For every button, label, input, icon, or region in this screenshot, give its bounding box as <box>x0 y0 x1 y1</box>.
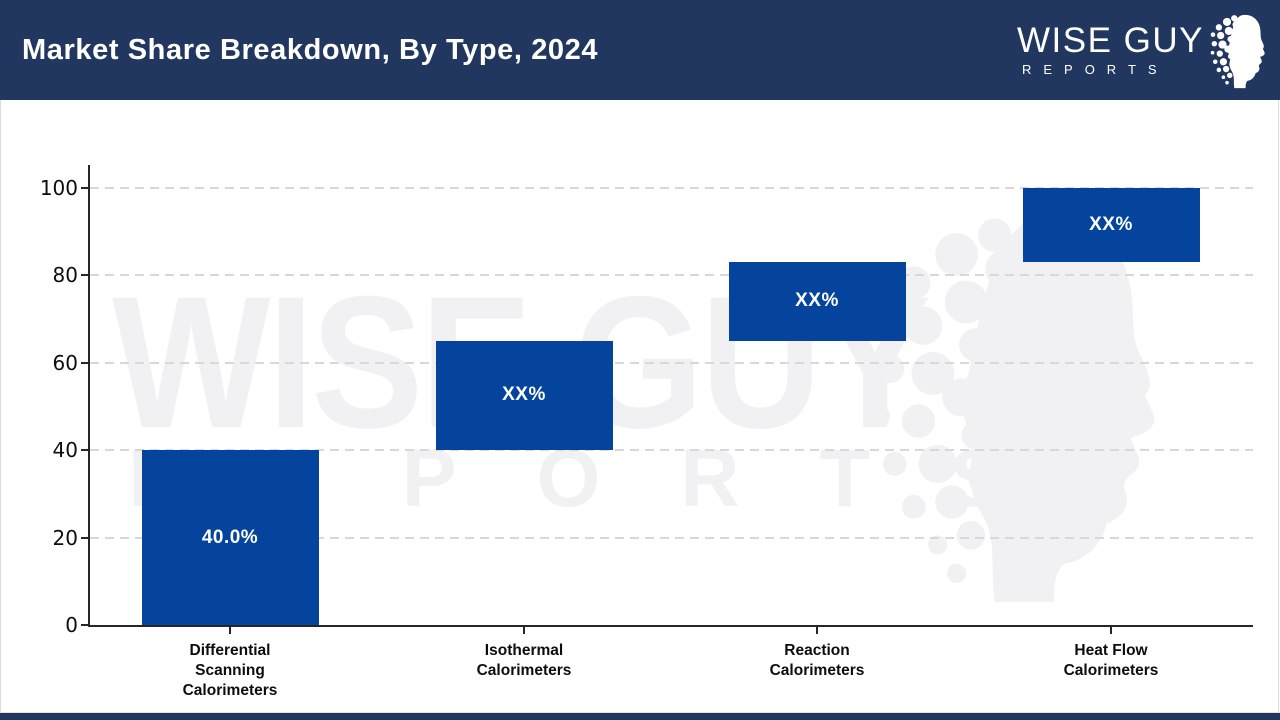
logo-head-icon <box>1208 8 1266 92</box>
x-category-line: Calorimeters <box>1063 662 1159 679</box>
right-edge-line <box>1278 100 1279 712</box>
y-tick-100 <box>81 186 88 189</box>
logo-text: WISE GUY REPORTS <box>1017 23 1204 77</box>
watermark-wordmark: WISE GUY <box>112 256 931 468</box>
y-tick-60 <box>81 361 88 364</box>
bar-0: 40.0% <box>141 450 319 625</box>
logo-wordmark: WISE GUY <box>1016 21 1204 60</box>
bar-value-label-0: 40.0% <box>201 526 259 548</box>
y-tick-label-40: 40 <box>52 438 78 462</box>
x-category-line: Differential <box>189 642 271 659</box>
x-category-label-1: Isothermal Calorimeters <box>409 641 639 681</box>
y-tick-20 <box>81 536 88 539</box>
y-tick-label-100: 100 <box>39 175 78 200</box>
y-tick-label-60: 60 <box>52 350 78 375</box>
x-tick-3 <box>1110 627 1112 634</box>
y-tick-0 <box>81 624 88 626</box>
left-edge-line <box>0 100 1 712</box>
bar-value-label-3: XX% <box>1089 213 1133 235</box>
x-axis-line <box>88 625 1253 627</box>
bar-3: XX% <box>1022 187 1200 262</box>
gridline-40 <box>90 449 1253 451</box>
page-title: Market Share Breakdown, By Type, 2024 <box>22 33 599 66</box>
gridline-100 <box>90 186 1253 189</box>
gridline-80 <box>90 274 1253 276</box>
bar-2: XX% <box>728 261 906 341</box>
x-category-line: Calorimeters <box>182 682 278 699</box>
logo-reports: REPORTS <box>1021 62 1169 77</box>
x-category-line: Heat Flow <box>1074 642 1148 659</box>
x-category-label-2: Reaction Calorimeters <box>702 641 932 681</box>
gridline-60 <box>90 361 1253 364</box>
y-axis-line <box>88 165 90 626</box>
x-category-line: Calorimeters <box>476 662 572 679</box>
y-tick-label-80: 80 <box>52 263 78 287</box>
x-tick-1 <box>523 627 525 634</box>
x-category-line: Calorimeters <box>769 662 865 679</box>
gridline-20 <box>90 536 1253 539</box>
watermark-head-icon <box>856 202 1162 602</box>
x-category-line: Scanning <box>195 662 265 679</box>
wiseguy-logo: WISE GUY REPORTS <box>1017 0 1266 100</box>
x-tick-0 <box>229 627 231 634</box>
y-tick-40 <box>81 449 88 451</box>
watermark-reports: REPORTS <box>128 433 1085 524</box>
x-tick-2 <box>816 627 818 634</box>
x-category-label-0: Differential Scanning Calorimeters <box>115 641 345 701</box>
x-category-label-3: Heat Flow Calorimeters <box>996 641 1226 681</box>
bar-value-label-2: XX% <box>795 290 839 312</box>
x-category-line: Isothermal <box>484 642 564 659</box>
y-tick-80 <box>81 274 88 276</box>
y-tick-label-20: 20 <box>52 525 78 550</box>
footer-bar <box>0 712 1280 720</box>
y-tick-label-0: 0 <box>65 613 78 637</box>
header-bar: Market Share Breakdown, By Type, 2024 WI… <box>0 0 1280 100</box>
bar-value-label-1: XX% <box>502 384 546 406</box>
bar-1: XX% <box>435 340 613 450</box>
x-category-line: Reaction <box>784 642 850 659</box>
